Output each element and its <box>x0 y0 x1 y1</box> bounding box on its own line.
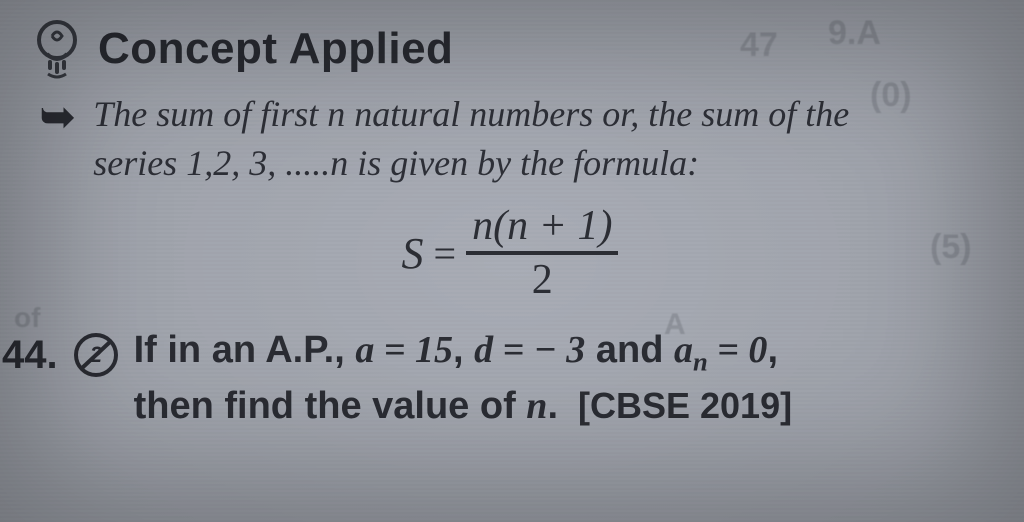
concept-row: ➥ The sum of first n natural numbers or,… <box>40 90 984 187</box>
formula-numerator: n(n + 1) <box>466 205 618 255</box>
question-line1: If in an A.P., a = 15, d = − 3 and an = … <box>134 325 792 380</box>
question-number: 44. <box>2 333 58 378</box>
formula-fraction: n(n + 1) 2 <box>466 205 618 301</box>
formula-denominator: 2 <box>532 255 553 301</box>
q-sep2: and <box>585 329 674 371</box>
formula-lhs: S <box>402 228 424 279</box>
q-line2-left: then find the value of n. <box>134 381 558 432</box>
formula-eq: = <box>434 230 457 277</box>
question-body: If in an A.P., a = 15, d = − 3 and an = … <box>134 325 792 432</box>
q-tail: , <box>767 329 778 371</box>
q-an-lhs: a <box>674 329 693 371</box>
lightbulb-icon <box>30 18 84 80</box>
heading-row: Concept Applied <box>30 18 984 80</box>
q-an-sub: n <box>693 347 708 377</box>
arrow-right-icon: ➥ <box>40 96 75 138</box>
q-expr-an: an = 0 <box>674 329 767 371</box>
q-line2-var: n <box>526 385 547 427</box>
concept-line2: series 1,2, 3, .....n is given by the fo… <box>93 143 699 183</box>
q-sep1: , <box>453 329 474 371</box>
q-line2-period: . <box>547 385 558 427</box>
question-source: [CBSE 2019] <box>578 382 792 431</box>
q-prefix: If in an A.P., <box>134 329 356 371</box>
question-row: 44. 2 If in an A.P., a = 15, d = − 3 and… <box>2 325 984 432</box>
question-line2: then find the value of n. [CBSE 2019] <box>134 381 792 432</box>
concept-text: The sum of first n natural numbers or, t… <box>93 90 849 187</box>
q-expr-d: d = − 3 <box>474 329 585 371</box>
q-an-rhs: = 0 <box>708 329 768 371</box>
marks-value: 2 <box>88 342 102 367</box>
section-heading: Concept Applied <box>98 24 453 74</box>
concept-line1: The sum of first n natural numbers or, t… <box>93 94 849 134</box>
marks-badge-icon: 2 <box>72 331 120 379</box>
q-line2-text: then find the value of <box>134 385 527 427</box>
formula: S = n(n + 1) 2 <box>36 205 984 301</box>
q-expr-a: a = 15 <box>355 329 453 371</box>
